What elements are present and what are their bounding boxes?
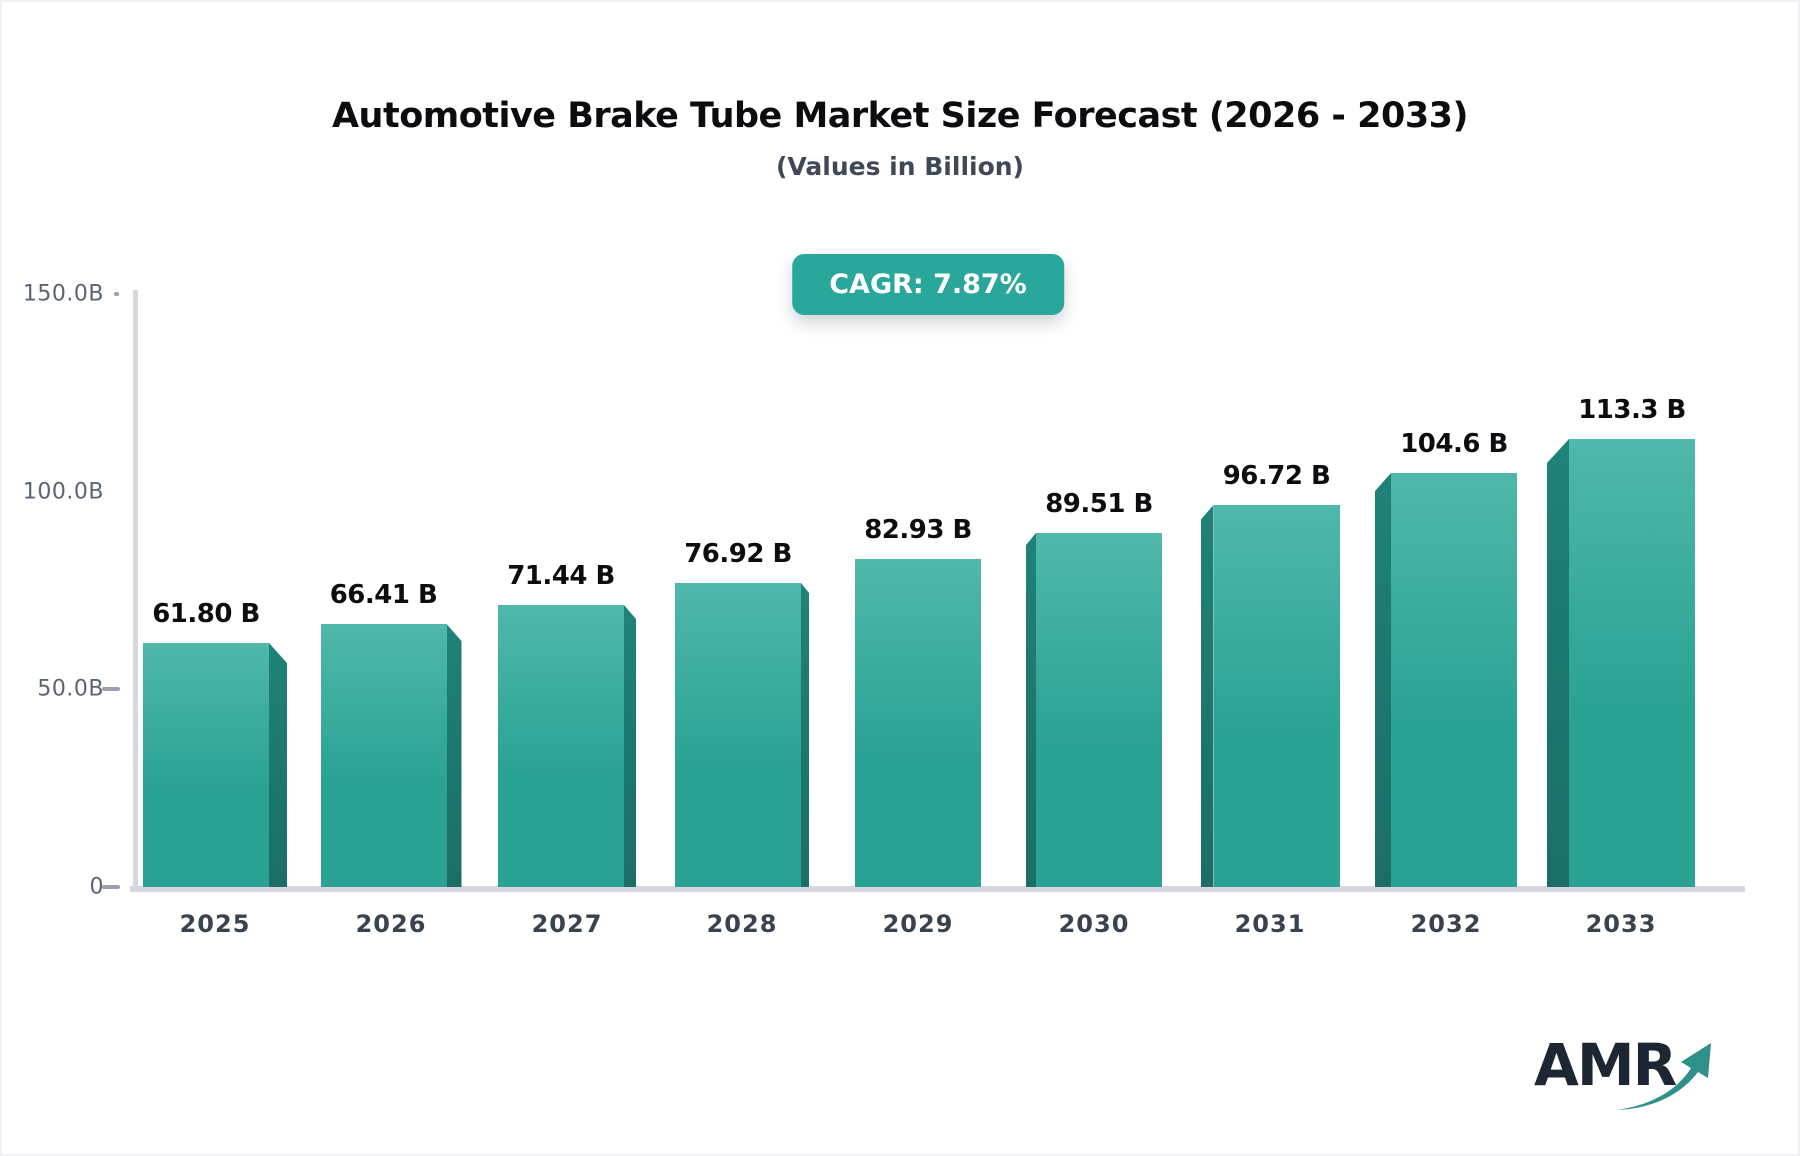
x-tick-label: 2029 <box>882 910 954 938</box>
bar-2030 <box>1036 533 1162 887</box>
bar-2033 <box>1569 439 1695 887</box>
x-tick-label: 2033 <box>1585 910 1657 938</box>
y-tick-label: 150.0B <box>22 281 104 307</box>
bar-side-face <box>446 624 462 887</box>
y-tick-label: 100.0B <box>22 479 104 505</box>
x-tick-label: 2027 <box>531 910 603 938</box>
cagr-badge: CAGR: 7.87% <box>792 254 1064 315</box>
bar-side-face <box>624 605 636 887</box>
growth-arrow-icon <box>1616 1043 1711 1110</box>
x-axis-line <box>130 886 1745 892</box>
bar-2032 <box>1391 473 1517 887</box>
bar-2027 <box>498 605 624 887</box>
bar-value-label: 104.6 B <box>1400 429 1508 459</box>
bar-2025 <box>143 643 269 887</box>
y-tick-mark <box>114 292 119 296</box>
bar-side-face <box>1375 473 1391 887</box>
bar-2029 <box>855 559 981 887</box>
x-tick-label: 2028 <box>706 910 778 938</box>
bar-2031 <box>1213 505 1340 887</box>
bar-side-face <box>269 643 287 887</box>
y-axis-line <box>133 290 138 892</box>
bar-value-label: 96.72 B <box>1222 461 1331 491</box>
bar-side-face <box>1026 533 1036 887</box>
x-tick-label: 2031 <box>1234 910 1306 938</box>
y-tick-mark <box>102 687 120 692</box>
x-tick-label: 2025 <box>179 910 251 938</box>
bar-value-label: 71.44 B <box>507 561 615 591</box>
bar-value-label: 61.80 B <box>152 599 260 629</box>
bar-side-face <box>801 583 809 887</box>
bar-value-label: 113.3 B <box>1578 395 1686 425</box>
bar-value-label: 89.51 B <box>1045 489 1153 519</box>
chart-subtitle: (Values in Billion) <box>776 152 1024 181</box>
bar-2028 <box>675 583 801 887</box>
y-tick-mark <box>102 885 120 889</box>
bar-side-face <box>1547 439 1569 887</box>
x-tick-label: 2026 <box>355 910 427 938</box>
amr-logo-text: AMR <box>1534 1031 1677 1099</box>
bar-value-label: 82.93 B <box>864 515 972 545</box>
x-tick-label: 2030 <box>1058 910 1130 938</box>
chart-title: Automotive Brake Tube Market Size Foreca… <box>331 96 1469 136</box>
bar-2026 <box>320 624 447 887</box>
bar-value-label: 66.41 B <box>329 580 438 610</box>
bar-value-label: 76.92 B <box>684 539 792 569</box>
amr-logo: AMR <box>1530 1036 1730 1116</box>
y-tick-label: 50.0B <box>37 676 104 702</box>
x-tick-label: 2032 <box>1410 910 1482 938</box>
bar-side-face <box>1200 505 1214 887</box>
y-tick-label: 0 <box>89 874 104 900</box>
